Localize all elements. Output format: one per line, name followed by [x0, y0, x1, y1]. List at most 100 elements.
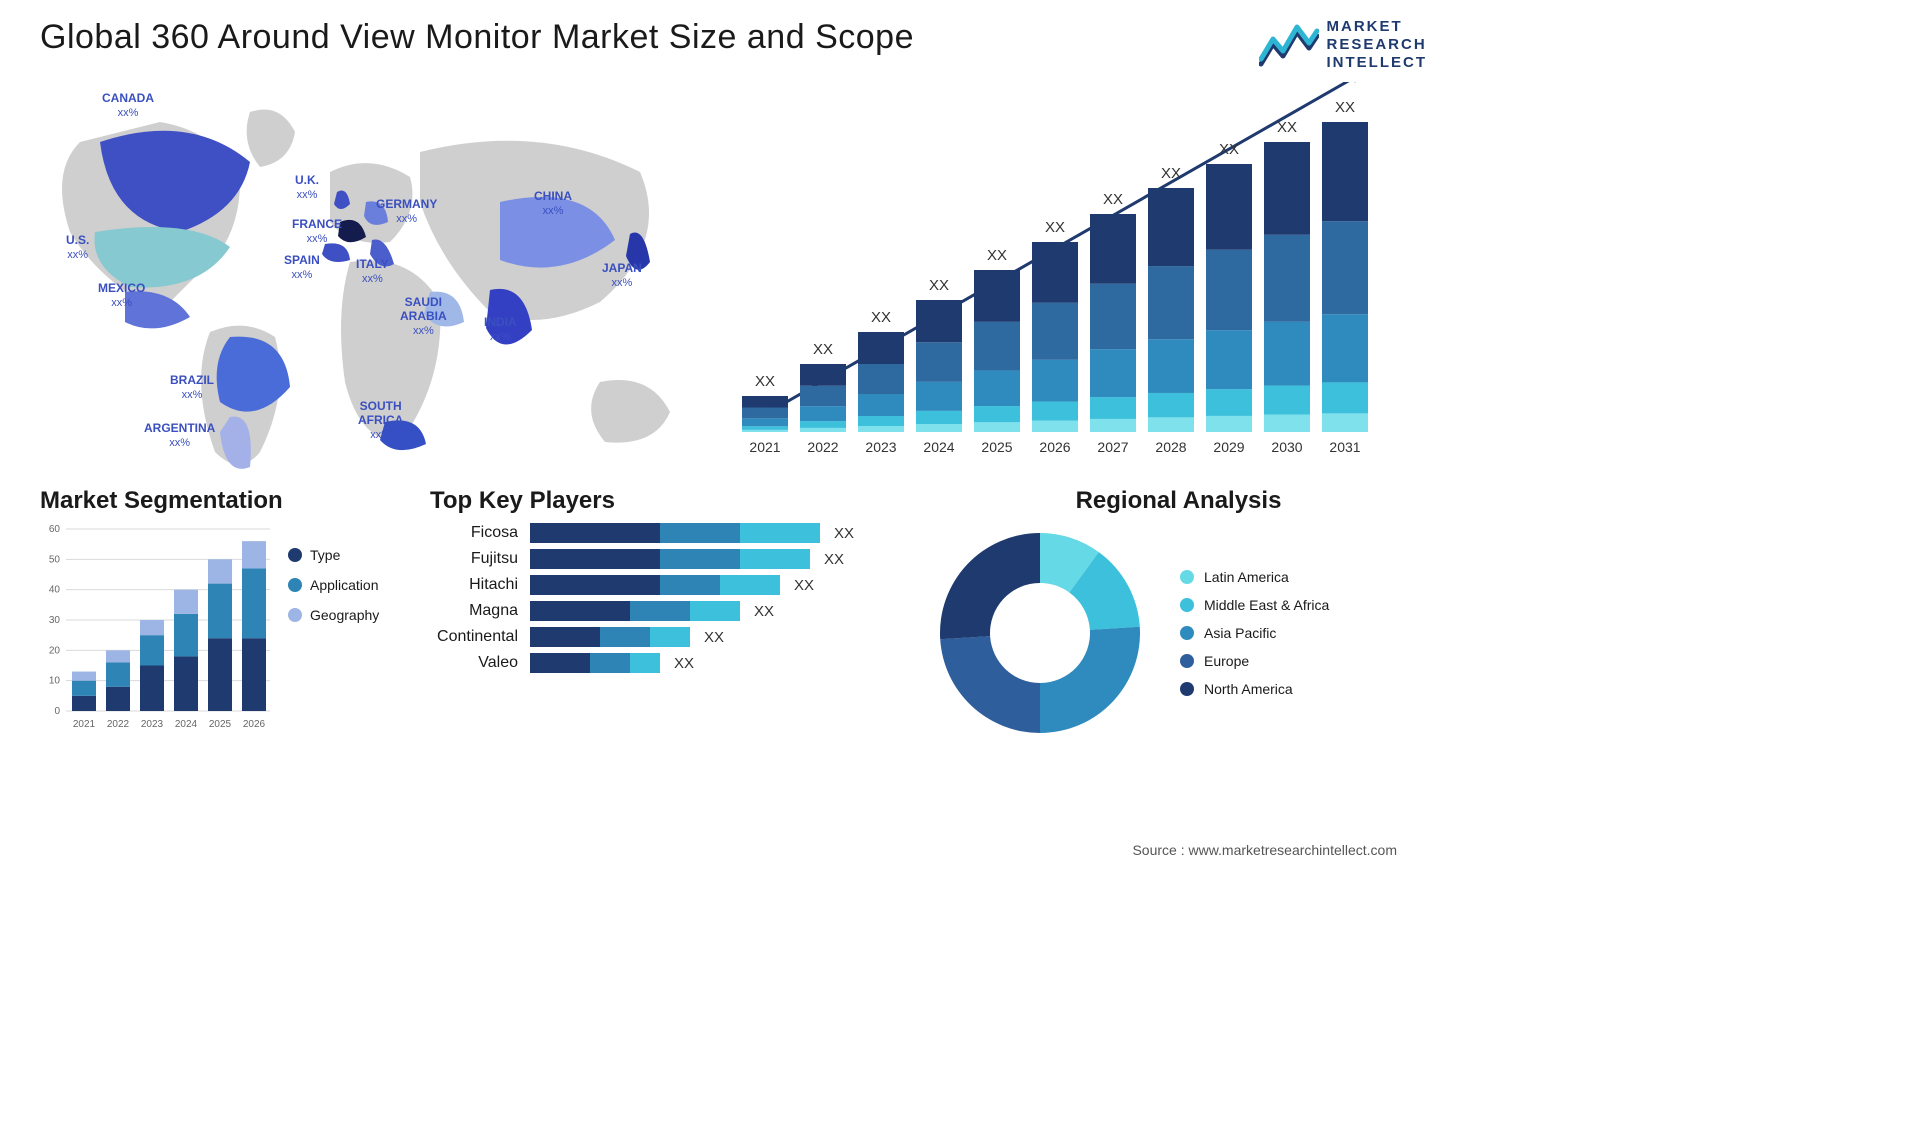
svg-text:XX: XX: [1219, 141, 1239, 158]
player-row: ValeoXX: [430, 653, 900, 673]
map-label: JAPANxx%: [602, 262, 642, 290]
player-bar: [530, 627, 690, 647]
player-name: Magna: [430, 602, 530, 620]
svg-text:2025: 2025: [981, 439, 1012, 455]
page-title: Global 360 Around View Monitor Market Si…: [40, 18, 914, 57]
segmentation-title: Market Segmentation: [40, 487, 400, 515]
svg-text:2023: 2023: [865, 439, 896, 455]
svg-text:2027: 2027: [1097, 439, 1128, 455]
player-bar-segment: [530, 549, 660, 569]
svg-text:XX: XX: [755, 373, 775, 390]
player-bar-segment: [600, 627, 650, 647]
legend-label: Middle East & Africa: [1204, 597, 1329, 613]
svg-text:2022: 2022: [107, 719, 130, 730]
segmentation-chart-svg: 0 10 20 30 40 50 60 2021 2022 2023 2024 2025 2026: [40, 523, 270, 733]
svg-text:0: 0: [54, 706, 60, 717]
brand-logo: MARKET RESEARCH INTELLECT: [1259, 18, 1428, 72]
svg-text:XX: XX: [1277, 119, 1297, 136]
player-value: XX: [780, 577, 814, 594]
map-label: BRAZILxx%: [170, 374, 214, 402]
svg-text:XX: XX: [1045, 219, 1065, 236]
legend-dot-icon: [288, 608, 302, 622]
map-label: SOUTHAFRICAxx%: [358, 400, 403, 441]
regional-title: Regional Analysis: [930, 487, 1427, 515]
svg-text:2026: 2026: [1039, 439, 1070, 455]
player-name: Valeo: [430, 654, 530, 672]
regional-legend-item: Middle East & Africa: [1180, 597, 1329, 613]
player-bar: [530, 601, 740, 621]
segmentation-legend: TypeApplicationGeography: [288, 523, 379, 733]
svg-text:XX: XX: [1335, 99, 1355, 116]
svg-text:2030: 2030: [1271, 439, 1302, 455]
legend-dot-icon: [1180, 682, 1194, 696]
player-bar-segment: [530, 601, 630, 621]
regional-donut-svg: [930, 523, 1150, 743]
player-bar-segment: [530, 575, 660, 595]
player-bar-segment: [740, 523, 820, 543]
key-players-title: Top Key Players: [430, 487, 900, 515]
svg-text:50: 50: [49, 554, 61, 565]
legend-label: Europe: [1204, 653, 1249, 669]
map-label: CHINAxx%: [534, 190, 572, 218]
legend-dot-icon: [288, 548, 302, 562]
legend-label: Type: [310, 547, 340, 563]
player-value: XX: [740, 603, 774, 620]
svg-text:20: 20: [49, 645, 61, 656]
svg-text:2024: 2024: [175, 719, 198, 730]
svg-text:2026: 2026: [243, 719, 266, 730]
regional-legend-item: Europe: [1180, 653, 1329, 669]
svg-text:10: 10: [49, 676, 61, 687]
legend-dot-icon: [1180, 598, 1194, 612]
map-label: ARGENTINAxx%: [144, 422, 215, 450]
player-row: FujitsuXX: [430, 549, 900, 569]
logo-line1: MARKET: [1327, 18, 1428, 36]
player-value: XX: [690, 629, 724, 646]
player-name: Continental: [430, 628, 530, 646]
map-label: U.S.xx%: [66, 234, 89, 262]
player-bar-segment: [630, 653, 660, 673]
svg-text:XX: XX: [1161, 165, 1181, 182]
legend-dot-icon: [288, 578, 302, 592]
growth-chart-panel: XX2021XX2022XX2023XX2024XX2025XX2026XX20…: [730, 82, 1427, 472]
player-row: HitachiXX: [430, 575, 900, 595]
logo-line2: RESEARCH: [1327, 36, 1428, 54]
player-bar-segment: [650, 627, 690, 647]
player-bar: [530, 549, 810, 569]
svg-text:60: 60: [49, 524, 61, 535]
legend-label: Asia Pacific: [1204, 625, 1276, 641]
svg-text:XX: XX: [871, 309, 891, 326]
svg-text:30: 30: [49, 615, 61, 626]
legend-dot-icon: [1180, 570, 1194, 584]
player-name: Fujitsu: [430, 550, 530, 568]
player-bar-segment: [660, 523, 740, 543]
svg-text:XX: XX: [813, 341, 833, 358]
logo-mark-icon: [1259, 22, 1319, 68]
player-bar-segment: [690, 601, 740, 621]
player-bar: [530, 575, 780, 595]
svg-text:2025: 2025: [209, 719, 232, 730]
regional-panel: Regional Analysis Latin AmericaMiddle Ea…: [930, 487, 1427, 743]
legend-dot-icon: [1180, 654, 1194, 668]
player-bar-segment: [630, 601, 690, 621]
legend-label: North America: [1204, 681, 1293, 697]
svg-text:2029: 2029: [1213, 439, 1244, 455]
map-label: CANADAxx%: [102, 92, 154, 120]
svg-text:40: 40: [49, 585, 61, 596]
player-bar-segment: [720, 575, 780, 595]
player-bar: [530, 653, 660, 673]
map-label: GERMANYxx%: [376, 198, 437, 226]
logo-line3: INTELLECT: [1327, 54, 1428, 72]
world-map-panel: CANADAxx% U.S.xx% MEXICOxx% BRAZILxx% ARGENT…: [40, 82, 690, 472]
map-label: MEXICOxx%: [98, 282, 145, 310]
map-label: SAUDIARABIAxx%: [400, 296, 447, 337]
svg-text:2021: 2021: [73, 719, 96, 730]
player-row: Continental XX: [430, 627, 900, 647]
svg-text:2023: 2023: [141, 719, 164, 730]
player-bar-segment: [530, 523, 660, 543]
legend-dot-icon: [1180, 626, 1194, 640]
player-name: Ficosa: [430, 524, 530, 542]
svg-text:2021: 2021: [749, 439, 780, 455]
svg-text:XX: XX: [929, 277, 949, 294]
player-bar-segment: [530, 653, 590, 673]
segmentation-legend-item: Geography: [288, 607, 379, 623]
